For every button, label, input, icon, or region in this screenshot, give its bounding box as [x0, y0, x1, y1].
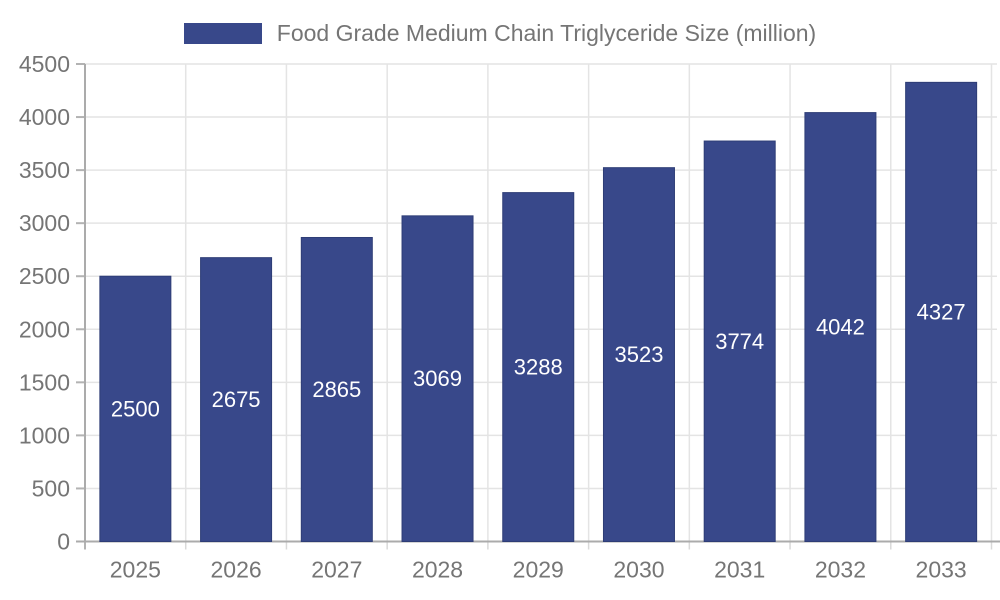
y-tick-label: 1000: [19, 422, 70, 448]
y-tick-label: 4000: [19, 104, 70, 130]
x-tick-label: 2027: [311, 557, 362, 583]
y-tick-label: 0: [57, 529, 70, 555]
y-tick-label: 3500: [19, 157, 70, 183]
y-tick-label: 4500: [19, 51, 70, 77]
bar-value-label: 4327: [917, 299, 966, 324]
bar-value-label: 3774: [715, 329, 764, 354]
legend: Food Grade Medium Chain Triglyceride Siz…: [0, 18, 1000, 48]
bar-value-label: 2865: [312, 377, 361, 402]
bar-value-label: 3288: [514, 355, 563, 380]
bar-2033: [905, 81, 978, 543]
bar-value-label: 3523: [614, 342, 663, 367]
y-tick-label: 2500: [19, 263, 70, 289]
x-tick-label: 2030: [613, 557, 664, 583]
x-tick-label: 2031: [714, 557, 765, 583]
bar-2030: [602, 167, 675, 542]
bar-2032: [804, 112, 877, 543]
legend-swatch: [183, 22, 262, 44]
bar-value-label: 2500: [111, 396, 160, 421]
x-tick-label: 2028: [412, 557, 463, 583]
y-tick-label: 3000: [19, 210, 70, 236]
legend-label: Food Grade Medium Chain Triglyceride Siz…: [276, 19, 817, 46]
bar-value-label: 2675: [212, 387, 261, 412]
x-tick-label: 2033: [916, 557, 967, 583]
y-tick-label: 500: [32, 475, 70, 501]
y-tick-label: 1500: [19, 369, 70, 395]
bar-2028: [401, 215, 474, 542]
x-tick-label: 2026: [210, 557, 261, 583]
x-tick-label: 2029: [513, 557, 564, 583]
bar-2025: [99, 275, 172, 542]
y-tick-label: 2000: [19, 316, 70, 342]
bar-2029: [502, 192, 575, 543]
bar-value-label: 4042: [816, 315, 865, 340]
bar-2026: [200, 257, 273, 542]
x-tick-label: 2025: [110, 557, 161, 583]
bar-value-label: 3069: [413, 366, 462, 391]
bar-2027: [300, 236, 373, 542]
x-tick-label: 2032: [815, 557, 866, 583]
bar-2031: [703, 140, 776, 543]
